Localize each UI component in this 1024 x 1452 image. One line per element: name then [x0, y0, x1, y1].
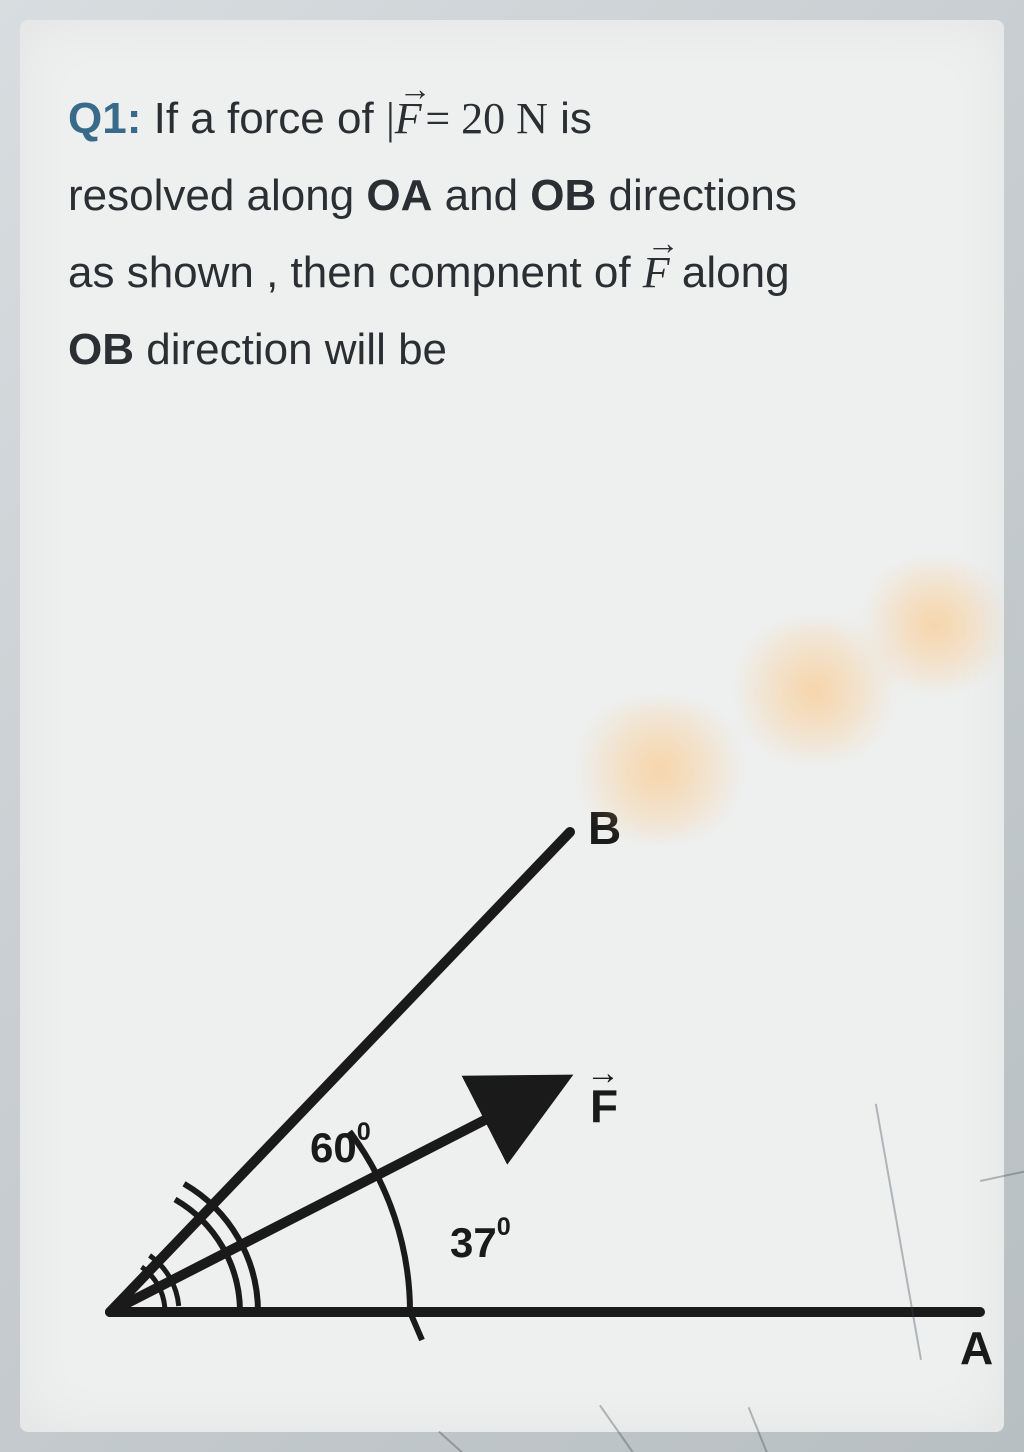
angle-label-60: 600 — [310, 1118, 371, 1171]
force-expression: |F = 20 N — [386, 94, 548, 143]
vector-F-inline: F — [643, 234, 670, 311]
q-line3-pre: as shown , then compnent of — [68, 248, 643, 297]
q-line3-post: along — [682, 248, 790, 297]
label-F: →F — [586, 1054, 620, 1132]
svg-text:F: F — [590, 1080, 618, 1132]
force-diagram: B A →F 600 370 — [20, 712, 1004, 1432]
question-text-block: Q1: If a force of |F = 20 N is resolved … — [68, 80, 956, 388]
q-line1-pre: If a force of — [154, 94, 386, 143]
diagram-svg: B A →F 600 370 — [20, 712, 1004, 1432]
question-card: Q1: If a force of |F = 20 N is resolved … — [20, 20, 1004, 1432]
label-B: B — [588, 802, 621, 854]
q-line2: resolved along OA and OB directions — [68, 171, 797, 220]
question-label: Q1: — [68, 94, 141, 143]
q-line1-post: is — [560, 94, 592, 143]
label-A: A — [960, 1322, 993, 1374]
angle-label-37: 370 — [450, 1213, 511, 1266]
screen-crack — [438, 1431, 781, 1452]
q-line4: OB direction will be — [68, 325, 447, 374]
